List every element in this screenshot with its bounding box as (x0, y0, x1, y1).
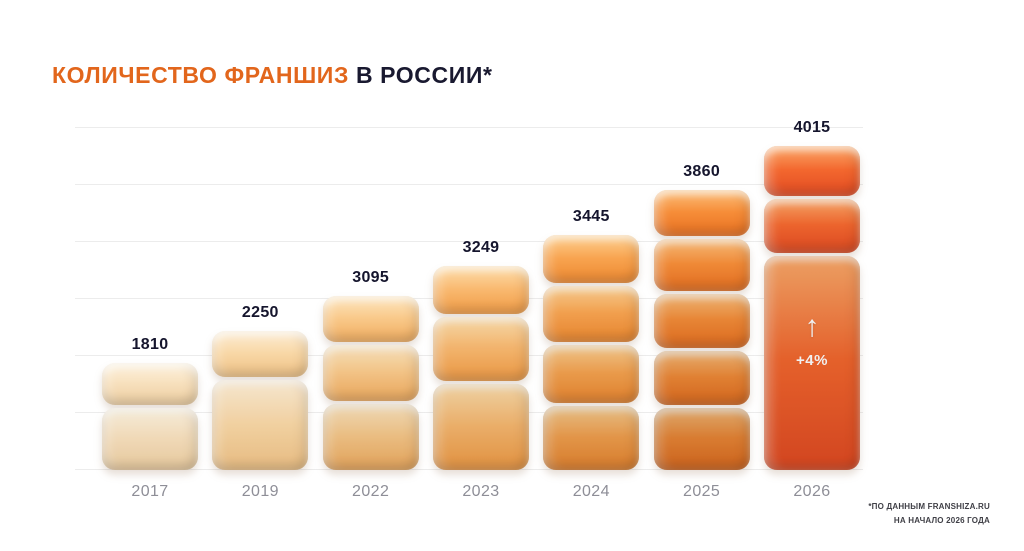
gridline (75, 127, 863, 128)
x-axis-label: 2017 (131, 483, 169, 500)
bar-value-label: 3860 (683, 163, 721, 180)
bar-group-2025: 3860 2025 (653, 163, 750, 500)
bar-stack: ↑ +4% (763, 146, 860, 470)
gridline (75, 241, 863, 242)
x-axis-label: 2025 (683, 483, 721, 500)
bar-block (543, 286, 640, 342)
growth-percent-label: +4% (795, 352, 828, 369)
bar-group-2019: 2250 2019 (212, 304, 309, 500)
bar-block (543, 345, 640, 403)
bar-block (543, 406, 640, 470)
page-title: КОЛИЧЕСТВО ФРАНШИЗ В РОССИИ* (52, 62, 493, 89)
bar-block (102, 408, 198, 470)
bar-value-label: 2250 (241, 304, 279, 321)
bar-value-label: 1810 (131, 336, 169, 353)
x-axis-label: 2024 (572, 483, 610, 500)
x-axis-label: 2022 (352, 483, 390, 500)
bar-stack (212, 331, 309, 470)
bar-block (212, 331, 309, 377)
bar-block (432, 384, 529, 470)
footnote-line-1: *ПО ДАННЫМ FRANSHIZA.RU (868, 502, 990, 511)
bar-block (322, 296, 419, 342)
bar-group-2023: 3249 2023 (432, 239, 529, 500)
bar-value-label: 3095 (352, 269, 390, 286)
bar-value-label: 3445 (572, 208, 610, 225)
bar-block (653, 294, 750, 348)
bar-block (322, 404, 419, 470)
bar-stack (102, 363, 198, 470)
bar-stack (322, 296, 419, 470)
bar-block (763, 146, 860, 196)
bar-group-2022: 3095 2022 (322, 269, 419, 500)
bar-block (543, 235, 640, 283)
bars-container: 1810 2017 2250 2019 3095 2022 3249 2023 3445 2024… (102, 0, 860, 500)
footnote: *ПО ДАННЫМ FRANSHIZA.RU НА НАЧАЛО 2026 Г… (868, 500, 990, 527)
bar-group-2026: 4015 ↑ +4% 2026 (763, 119, 860, 500)
bar-block (212, 380, 309, 470)
bar-block (653, 408, 750, 470)
bar-stack (543, 235, 640, 470)
bar-value-label: 4015 (793, 119, 831, 136)
x-axis-label: 2019 (241, 483, 279, 500)
bar-block: ↑ +4% (763, 256, 860, 470)
x-axis-label: 2026 (793, 483, 831, 500)
bar-value-label: 3249 (462, 239, 500, 256)
growth-annotation: ↑ +4% (764, 256, 860, 470)
bar-block (322, 345, 419, 401)
bar-stack (432, 266, 529, 470)
arrow-up-icon: ↑ (804, 310, 820, 343)
gridline (75, 184, 863, 185)
bar-group-2024: 3445 2024 (543, 208, 640, 500)
x-axis-label: 2023 (462, 483, 500, 500)
bar-block (653, 351, 750, 405)
bar-block (653, 190, 750, 236)
bar-block (653, 239, 750, 291)
bar-group-2017: 1810 2017 (102, 336, 198, 500)
title-accent: КОЛИЧЕСТВО ФРАНШИЗ (52, 62, 349, 88)
footnote-line-2: НА НАЧАЛО 2026 ГОДА (893, 515, 990, 525)
bar-block (763, 199, 860, 253)
title-rest: В РОССИИ* (355, 62, 493, 88)
bar-block (432, 317, 529, 381)
bar-stack (653, 190, 750, 470)
bar-block (432, 266, 529, 314)
bar-block (102, 363, 198, 405)
